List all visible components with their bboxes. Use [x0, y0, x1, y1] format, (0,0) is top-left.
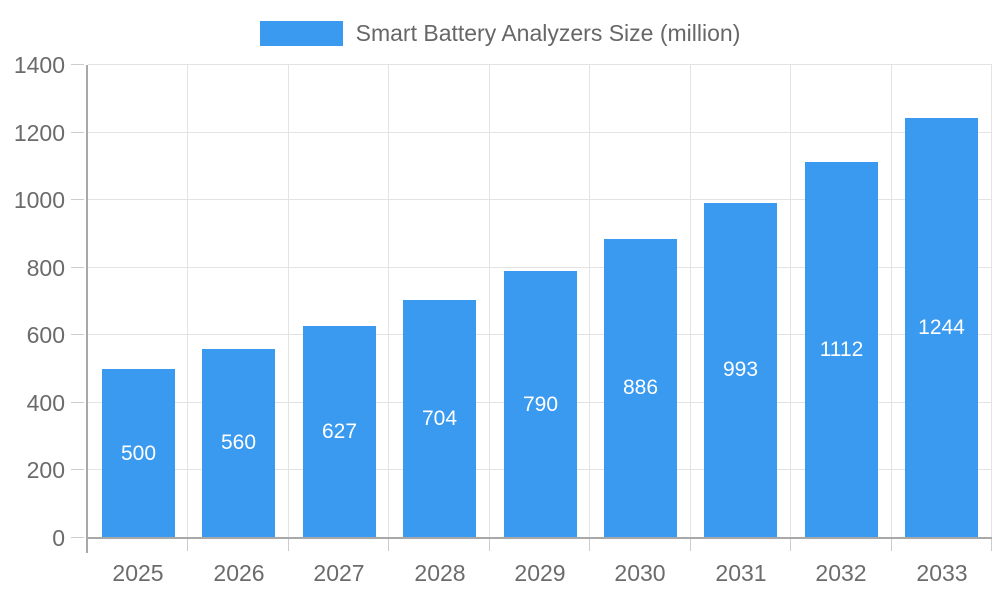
bar[interactable]	[303, 326, 376, 538]
bar[interactable]	[604, 239, 677, 538]
y-gridline	[88, 64, 992, 65]
x-tick	[388, 538, 389, 551]
x-gridline	[790, 65, 791, 538]
bar-value-label: 790	[522, 393, 559, 416]
bar[interactable]	[102, 369, 175, 538]
bar[interactable]	[202, 349, 275, 538]
bar-value-label: 560	[220, 431, 257, 454]
y-axis-label: 1200	[13, 120, 65, 146]
x-gridline	[489, 65, 490, 538]
x-axis-line	[86, 537, 992, 539]
x-tick	[991, 538, 992, 551]
y-tick	[71, 199, 84, 200]
x-tick	[589, 538, 590, 551]
chart-legend[interactable]: Smart Battery Analyzers Size (million)	[0, 21, 1000, 46]
x-axis-label: 2029	[514, 560, 566, 586]
x-tick	[690, 538, 691, 551]
bar-value-label: 704	[421, 407, 458, 430]
y-axis-label: 200	[26, 457, 65, 483]
legend-label: Smart Battery Analyzers Size (million)	[355, 20, 741, 46]
y-axis-label: 0	[52, 525, 65, 551]
y-axis-label: 1000	[13, 187, 65, 213]
bar-value-label: 1244	[918, 316, 965, 339]
bar[interactable]	[905, 118, 978, 538]
x-axis-label: 2026	[213, 560, 265, 586]
x-axis-label: 2032	[815, 560, 867, 586]
x-gridline	[187, 65, 188, 538]
y-gridline	[88, 132, 992, 133]
x-gridline	[288, 65, 289, 538]
y-tick	[71, 64, 84, 65]
bar-value-label: 886	[622, 376, 659, 399]
y-gridline	[88, 199, 992, 200]
bar[interactable]	[403, 300, 476, 538]
y-axis-label: 600	[26, 322, 65, 348]
y-tick	[71, 402, 84, 403]
x-gridline	[388, 65, 389, 538]
x-tick	[489, 538, 490, 551]
legend-swatch	[259, 21, 343, 46]
x-gridline	[891, 65, 892, 538]
x-tick	[187, 538, 188, 551]
x-gridline	[991, 65, 992, 538]
y-tick	[71, 537, 84, 538]
bar[interactable]	[805, 162, 878, 538]
x-gridline	[589, 65, 590, 538]
y-gridline	[88, 267, 992, 268]
y-tick	[71, 469, 84, 470]
y-axis-line	[86, 65, 88, 553]
y-tick	[71, 132, 84, 133]
x-axis-label: 2031	[715, 560, 767, 586]
bar-value-label: 500	[120, 442, 157, 465]
y-tick	[71, 334, 84, 335]
x-axis-label: 2028	[414, 560, 466, 586]
y-axis-label: 800	[26, 255, 65, 281]
bar[interactable]	[504, 271, 577, 538]
x-axis-label: 2025	[112, 560, 164, 586]
bar-value-label: 993	[722, 358, 759, 381]
bar-value-label: 627	[321, 420, 358, 443]
x-gridline	[690, 65, 691, 538]
x-tick	[891, 538, 892, 551]
x-tick	[790, 538, 791, 551]
y-axis-label: 1400	[13, 52, 65, 78]
x-axis-label: 2030	[614, 560, 666, 586]
bar[interactable]	[704, 203, 777, 538]
y-tick	[71, 267, 84, 268]
y-axis-label: 400	[26, 390, 65, 416]
x-axis-label: 2027	[313, 560, 365, 586]
x-axis-label: 2033	[916, 560, 968, 586]
bar-value-label: 1112	[819, 338, 864, 361]
x-tick	[288, 538, 289, 551]
